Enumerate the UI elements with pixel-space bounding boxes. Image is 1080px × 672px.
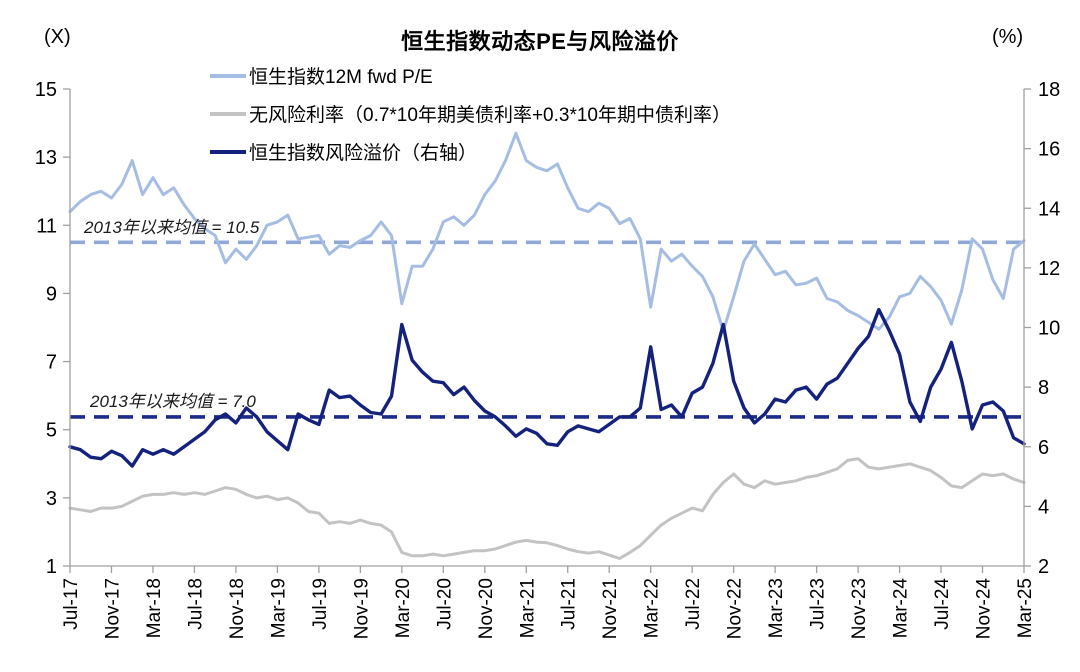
left-axis-unit-label: (X) (44, 26, 71, 48)
x-tick-label: Jul-19 (310, 578, 331, 630)
right-tick-label: 16 (1038, 139, 1060, 161)
left-tick-label: 1 (46, 556, 57, 578)
right-tick-label: 10 (1038, 318, 1060, 340)
pe-line-swatch (210, 73, 246, 78)
x-tick-label: Mar-18 (144, 578, 165, 638)
x-tick-label: Mar-19 (268, 578, 289, 638)
left-tick-label: 7 (46, 352, 57, 374)
x-tick-label: Mar-24 (891, 578, 912, 639)
left-tick-label: 15 (35, 79, 57, 101)
erp-mean-annotation: 2013年以来均值 = 7.0 (90, 392, 256, 411)
x-tick-label: Nov-23 (849, 578, 870, 639)
x-tick-label: Jul-18 (185, 578, 206, 630)
legend-label-pe: 恒生指数12M fwd P/E (249, 67, 433, 88)
series-line-0 (68, 131, 1026, 333)
x-tick-label: Jul-21 (559, 578, 580, 630)
x-tick-label: Mar-25 (1015, 578, 1036, 638)
x-tick-label: Mar-21 (517, 578, 538, 638)
right-tick-label: 4 (1038, 496, 1049, 518)
x-tick-label: Jul-24 (932, 578, 953, 630)
x-tick-label: Jul-22 (683, 578, 704, 630)
pe-mean-annotation: 2013年以来均值 = 10.5 (84, 218, 260, 237)
left-tick-label: 9 (46, 283, 57, 305)
x-tick-label: Nov-21 (600, 578, 621, 639)
x-tick-label: Jul-20 (434, 578, 455, 630)
left-tick-label: 3 (46, 488, 57, 510)
legend-item-erp: 恒生指数风险溢价（右轴） (210, 138, 731, 165)
left-tick-label: 5 (46, 420, 57, 442)
series-line-1 (68, 457, 1026, 560)
right-tick-label: 8 (1038, 377, 1049, 399)
right-tick-label: 18 (1038, 79, 1060, 101)
right-axis-unit-label: (%) (992, 26, 1024, 48)
legend-label-erp: 恒生指数风险溢价（右轴） (249, 143, 478, 164)
right-tick-label: 2 (1038, 556, 1049, 578)
x-tick-label: Nov-18 (227, 578, 248, 639)
right-tick-label: 14 (1038, 198, 1060, 220)
left-tick-label: 13 (35, 147, 57, 169)
x-tick-label: Mar-20 (393, 578, 414, 638)
erp-line-swatch (210, 149, 246, 154)
x-tick-label: Nov-17 (102, 578, 123, 639)
right-tick-label: 12 (1038, 258, 1060, 280)
x-tick-label: Nov-20 (476, 578, 497, 639)
legend-label-riskfree: 无风险利率（0.7*10年期美债利率+0.3*10年期中债利率） (249, 105, 731, 126)
x-tick-label: Nov-24 (974, 578, 995, 640)
right-tick-label: 6 (1038, 437, 1049, 459)
legend-item-pe: 恒生指数12M fwd P/E (210, 62, 731, 89)
left-tick-label: 11 (36, 215, 57, 237)
x-tick-label: Mar-22 (642, 578, 663, 638)
x-tick-label: Mar-23 (766, 578, 787, 638)
legend: 恒生指数12M fwd P/E 无风险利率（0.7*10年期美债利率+0.3*1… (210, 62, 731, 165)
x-tick-label: Nov-22 (725, 578, 746, 639)
x-tick-label: Jul-23 (808, 578, 829, 630)
chart-title: 恒生指数动态PE与风险溢价 (401, 29, 679, 54)
legend-item-riskfree: 无风险利率（0.7*10年期美债利率+0.3*10年期中债利率） (210, 100, 731, 127)
riskfree-line-swatch (210, 111, 246, 116)
x-tick-label: Jul-17 (61, 578, 82, 630)
series-line-2 (68, 307, 1026, 468)
x-tick-label: Nov-19 (351, 578, 372, 639)
